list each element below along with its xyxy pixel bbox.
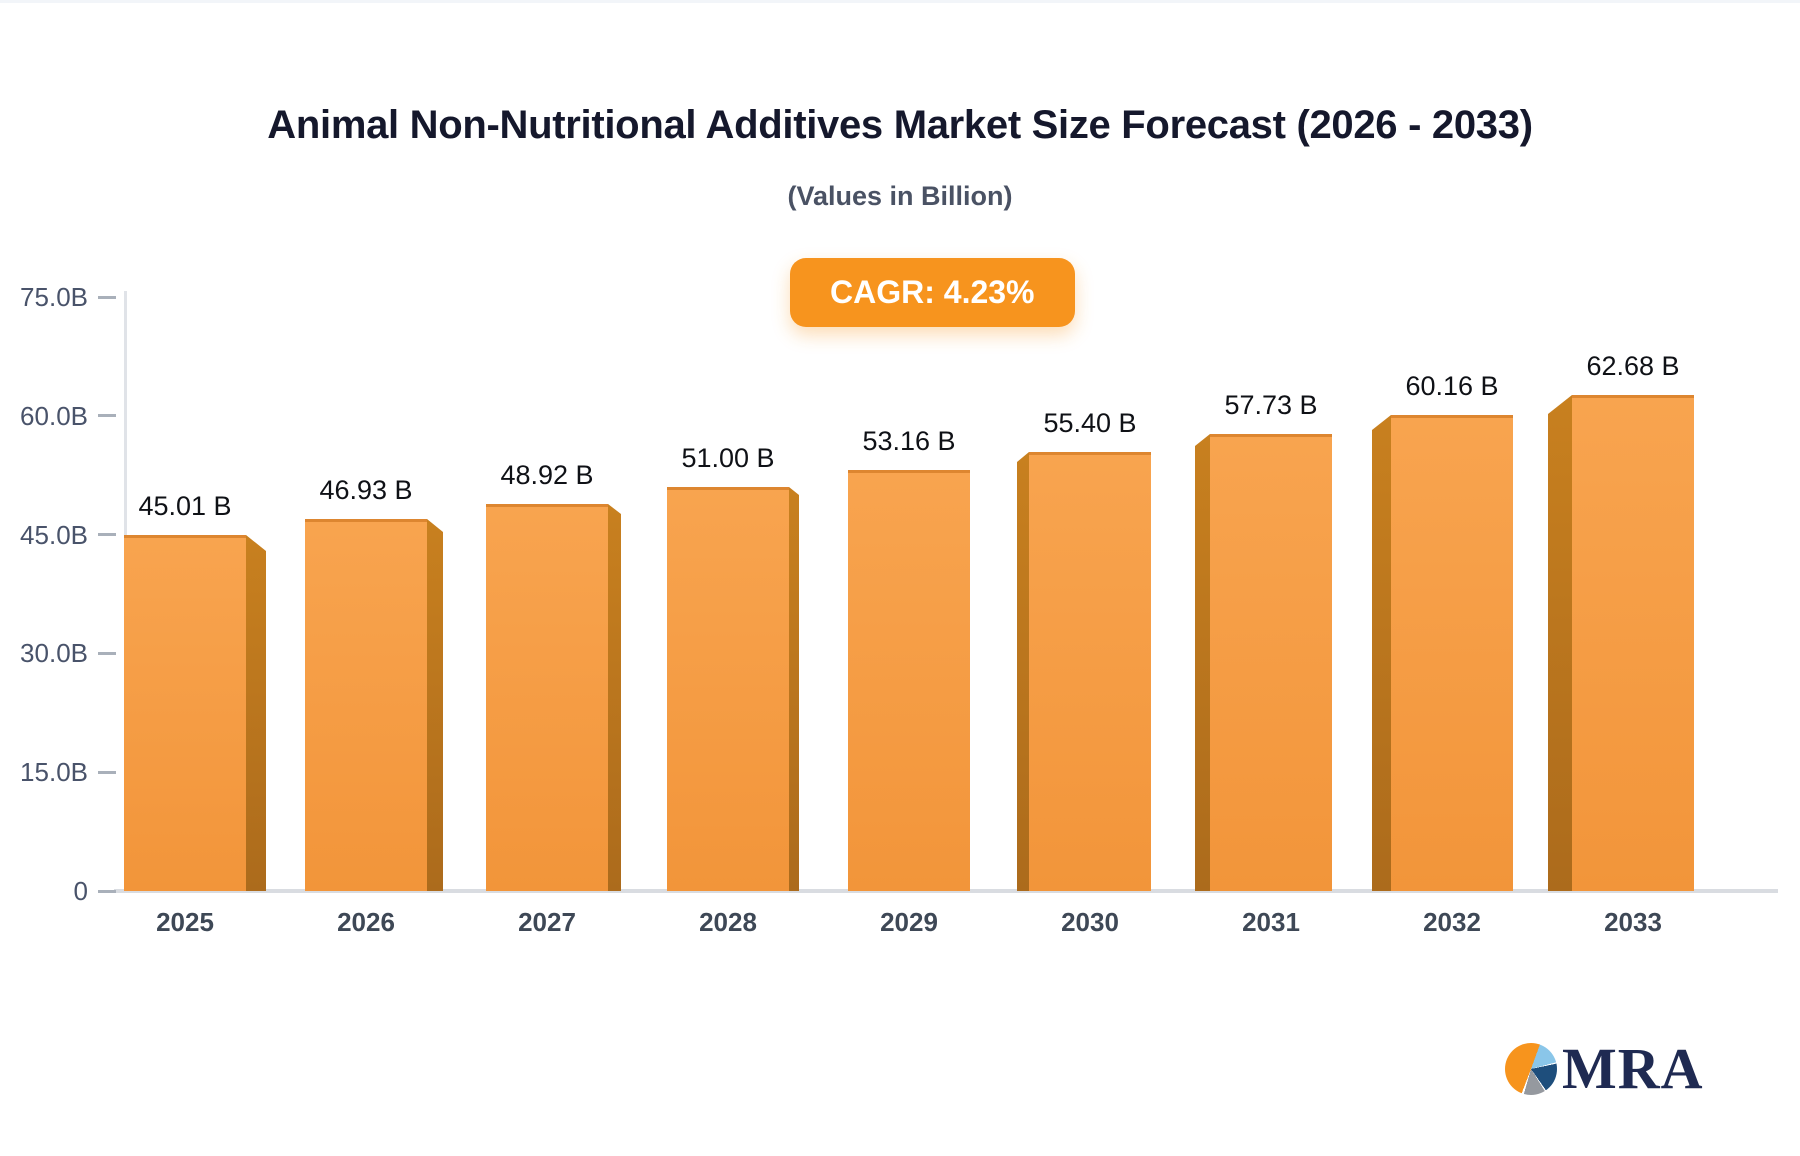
chart-subtitle: (Values in Billion) [787,181,1013,211]
bar-3d-side [789,487,799,891]
chart-title: Animal Non-Nutritional Additives Market … [267,103,1533,147]
x-axis-label-2030: 2030 [1061,907,1119,937]
x-axis-label-2026: 2026 [337,907,395,937]
x-axis-label-2029: 2029 [880,907,938,937]
bar-3d-side [1017,452,1029,891]
bar-2025 [124,535,246,891]
x-axis-line [114,889,1778,893]
bar-3d-side [1372,415,1391,891]
cagr-badge: CAGR: 4.23% [790,258,1075,327]
y-tick-label: 60.0B [20,400,88,431]
bar-2029 [848,470,970,891]
bar-3d-side [246,535,266,891]
y-tick-mark [98,651,116,655]
bar-2033 [1572,395,1694,891]
bar-2032 [1391,415,1513,891]
pie-chart-icon [1505,1043,1557,1095]
y-tick-label: 0 [73,876,88,906]
bar-2028 [667,487,789,891]
x-axis-label-2032: 2032 [1423,907,1481,937]
bar-value-label: 62.68 B [1586,351,1680,381]
brand-logo: MRA [1505,1036,1704,1101]
bar-2031 [1210,434,1332,891]
bar-value-label: 60.16 B [1405,371,1499,401]
x-axis-label-2031: 2031 [1242,907,1300,937]
y-tick-label: 45.0B [20,519,88,550]
x-axis-label-2033: 2033 [1604,907,1662,937]
bar-2026 [305,519,427,891]
bar-2027 [486,504,608,891]
bar-chart-plot: 0 15.0B 30.0B 45.0B 60.0B 75.0B 45.01 B 46.93 … [20,284,1778,937]
bar-3d-side [1548,395,1572,891]
y-tick-mark [98,295,116,299]
y-tick-mark [98,889,116,893]
y-tick-label: 75.0B [20,282,88,312]
bar-value-label: 46.93 B [319,475,413,505]
y-tick-label: 15.0B [20,757,88,788]
bar-2030 [1029,452,1151,891]
bar-value-label: 48.92 B [500,460,594,490]
bar-value-label: 55.40 B [1043,408,1137,438]
bar-3d-side [608,504,621,891]
bar-3d-side [427,519,443,891]
y-tick-mark [98,770,116,774]
bar-value-label: 51.00 B [681,443,775,473]
y-tick-mark [98,414,116,418]
y-tick-mark [98,533,116,537]
x-axis-label-2025: 2025 [156,907,214,937]
bar-3d-side [1195,434,1210,891]
x-axis-label-2028: 2028 [699,907,757,937]
bar-value-label: 45.01 B [138,491,232,521]
x-axis-label-2027: 2027 [518,907,576,937]
bar-value-label: 57.73 B [1224,390,1318,420]
brand-logo-text: MRA [1562,1036,1704,1101]
y-tick-label: 30.0B [20,638,88,669]
bar-value-label: 53.16 B [862,426,956,456]
